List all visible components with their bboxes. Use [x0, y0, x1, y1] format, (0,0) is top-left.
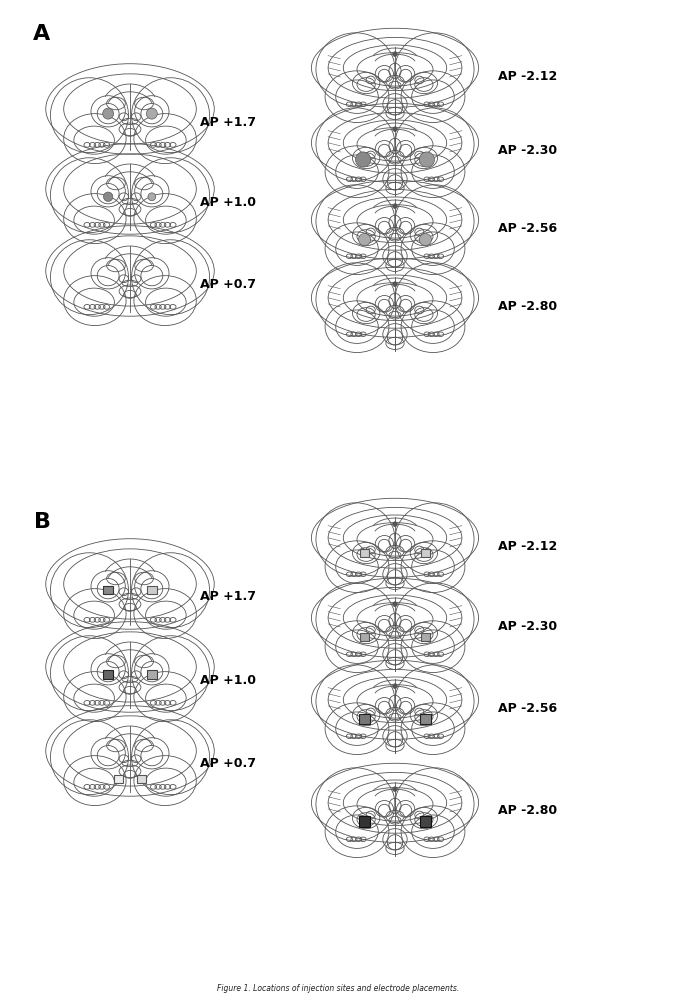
Ellipse shape [393, 602, 397, 607]
Ellipse shape [393, 787, 397, 791]
Ellipse shape [358, 235, 370, 247]
Ellipse shape [103, 109, 114, 120]
Text: AP +0.7: AP +0.7 [200, 277, 256, 290]
Ellipse shape [147, 109, 158, 120]
Bar [103, 671, 113, 679]
Text: AP -2.30: AP -2.30 [498, 144, 557, 157]
Ellipse shape [419, 152, 435, 168]
Bar [420, 714, 431, 724]
Ellipse shape [419, 235, 431, 247]
Text: AP -2.80: AP -2.80 [498, 803, 557, 816]
Text: AP +1.0: AP +1.0 [200, 196, 256, 209]
Text: B: B [34, 512, 51, 532]
Bar [359, 714, 370, 724]
Text: AP -2.30: AP -2.30 [498, 619, 557, 632]
Text: AP -2.56: AP -2.56 [498, 701, 557, 714]
Ellipse shape [148, 194, 155, 202]
Ellipse shape [393, 684, 397, 689]
Bar [420, 816, 431, 827]
Text: AP +0.7: AP +0.7 [200, 756, 256, 769]
Ellipse shape [356, 152, 370, 168]
Ellipse shape [103, 193, 113, 203]
Text: Figure 1. Locations of injection sites and electrode placements.: Figure 1. Locations of injection sites a… [217, 984, 459, 993]
Bar [103, 587, 113, 595]
Bar [114, 775, 122, 783]
Ellipse shape [393, 283, 397, 287]
Bar [421, 550, 430, 558]
Text: AP -2.12: AP -2.12 [498, 539, 557, 552]
Bar [147, 671, 157, 679]
Text: AP +1.7: AP +1.7 [200, 590, 256, 603]
Text: AP -2.80: AP -2.80 [498, 299, 557, 312]
Ellipse shape [393, 205, 397, 210]
Bar [360, 633, 369, 641]
Bar [147, 587, 157, 595]
Bar [421, 633, 430, 641]
Bar [359, 816, 370, 827]
Ellipse shape [393, 53, 397, 57]
Ellipse shape [393, 127, 397, 132]
Ellipse shape [393, 523, 397, 527]
Text: A: A [33, 24, 51, 44]
Bar [360, 550, 369, 558]
Text: AP -2.12: AP -2.12 [498, 69, 557, 82]
Bar [137, 775, 146, 783]
Text: AP +1.7: AP +1.7 [200, 115, 256, 128]
Text: AP +1.0: AP +1.0 [200, 673, 256, 686]
Text: AP -2.56: AP -2.56 [498, 222, 557, 235]
